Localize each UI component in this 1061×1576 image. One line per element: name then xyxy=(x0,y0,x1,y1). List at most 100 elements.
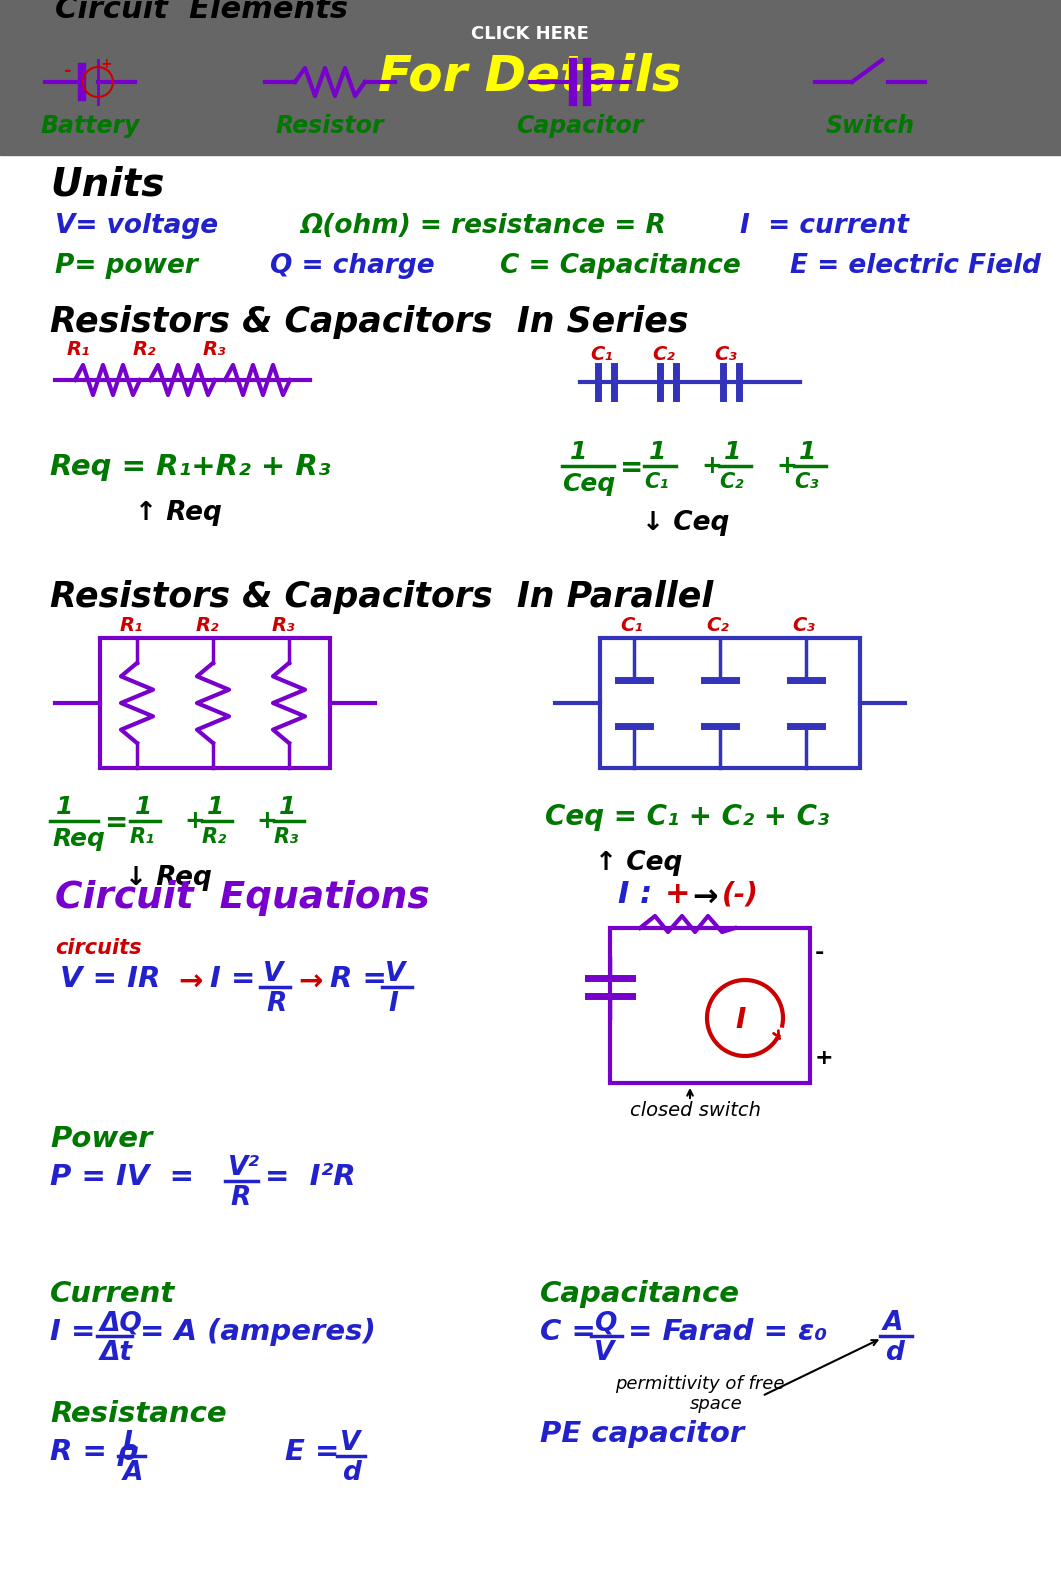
Text: Ω(ohm) = resistance = R: Ω(ohm) = resistance = R xyxy=(300,213,665,240)
Text: 1: 1 xyxy=(649,440,666,463)
Text: Resistor: Resistor xyxy=(276,113,384,139)
Text: R =: R = xyxy=(330,965,387,993)
Text: +: + xyxy=(184,808,205,834)
Text: I =: I = xyxy=(210,965,256,993)
Text: closed switch: closed switch xyxy=(630,1102,761,1121)
Text: = Farad = ε₀: = Farad = ε₀ xyxy=(628,1318,828,1346)
Text: For Details: For Details xyxy=(378,52,682,99)
Text: →: → xyxy=(692,884,717,913)
Text: CLICK HERE: CLICK HERE xyxy=(471,25,589,43)
Text: +: + xyxy=(815,1048,834,1069)
Text: Power: Power xyxy=(50,1125,153,1154)
Text: -: - xyxy=(815,942,824,963)
Text: I :: I : xyxy=(618,879,653,909)
Text: Ceq = C₁ + C₂ + C₃: Ceq = C₁ + C₂ + C₃ xyxy=(545,804,829,831)
Text: V: V xyxy=(263,961,283,987)
Text: Circuit  Equations: Circuit Equations xyxy=(55,879,430,916)
Text: Q = charge: Q = charge xyxy=(269,254,435,279)
Text: Current: Current xyxy=(50,1280,175,1308)
Text: P= power: P= power xyxy=(55,254,197,279)
Text: +: + xyxy=(256,808,277,834)
Text: 1: 1 xyxy=(570,440,588,463)
Text: +: + xyxy=(701,454,721,478)
Text: C₃: C₃ xyxy=(792,616,815,635)
Text: Req = R₁+R₂ + R₃: Req = R₁+R₂ + R₃ xyxy=(50,452,330,481)
Text: C₁: C₁ xyxy=(644,471,668,492)
Text: permittivity of free: permittivity of free xyxy=(615,1374,784,1393)
Text: V: V xyxy=(594,1340,614,1366)
Text: C₂: C₂ xyxy=(653,345,675,364)
Text: R = ρ: R = ρ xyxy=(50,1437,138,1466)
Text: R₃: R₃ xyxy=(203,340,226,359)
Text: Units: Units xyxy=(50,165,164,203)
Text: Capacitor: Capacitor xyxy=(517,113,644,139)
Text: R₁: R₁ xyxy=(131,827,155,846)
Text: ↓ Ceq: ↓ Ceq xyxy=(642,511,729,536)
Text: Q: Q xyxy=(594,1310,616,1336)
Text: V: V xyxy=(340,1429,361,1456)
Text: I: I xyxy=(735,1005,746,1034)
Text: V²: V² xyxy=(228,1155,260,1180)
Text: C =: C = xyxy=(540,1318,596,1346)
Text: R: R xyxy=(266,991,286,1017)
Text: C₃: C₃ xyxy=(714,345,736,364)
Text: d: d xyxy=(342,1459,361,1486)
Text: =  I²R: = I²R xyxy=(265,1163,355,1191)
Text: A: A xyxy=(883,1310,903,1336)
Text: C₁: C₁ xyxy=(590,345,613,364)
Text: circuits: circuits xyxy=(55,938,141,958)
Text: R₃: R₃ xyxy=(272,616,296,635)
Text: Resistors & Capacitors  In Series: Resistors & Capacitors In Series xyxy=(50,306,689,339)
Text: I: I xyxy=(388,991,398,1017)
Text: Switch: Switch xyxy=(825,113,915,139)
Text: Capacitance: Capacitance xyxy=(540,1280,740,1308)
Text: V: V xyxy=(385,961,405,987)
Text: +: + xyxy=(776,454,797,478)
Text: space: space xyxy=(690,1395,743,1414)
Text: R₂: R₂ xyxy=(202,827,227,846)
Bar xyxy=(601,638,860,768)
Text: d: d xyxy=(885,1340,904,1366)
Text: 1: 1 xyxy=(207,794,224,820)
Text: A: A xyxy=(123,1459,143,1486)
Text: R₃: R₃ xyxy=(274,827,299,846)
Text: (-): (-) xyxy=(721,879,759,908)
Text: 1: 1 xyxy=(799,440,816,463)
Text: =: = xyxy=(620,454,643,482)
Text: ↓ Req: ↓ Req xyxy=(125,865,212,890)
Text: C = Capacitance: C = Capacitance xyxy=(500,254,741,279)
Text: C₂: C₂ xyxy=(706,616,729,635)
Text: PE capacitor: PE capacitor xyxy=(540,1420,744,1448)
Text: E =: E = xyxy=(285,1437,340,1466)
Text: Battery: Battery xyxy=(40,113,140,139)
Bar xyxy=(610,928,810,1083)
Text: ↑ Ceq: ↑ Ceq xyxy=(595,849,682,876)
Text: =: = xyxy=(105,808,128,837)
Text: Resistors & Capacitors  In Parallel: Resistors & Capacitors In Parallel xyxy=(50,580,713,615)
Text: C₃: C₃ xyxy=(794,471,818,492)
Text: +: + xyxy=(100,57,111,71)
Text: Ceq: Ceq xyxy=(562,471,615,496)
Text: C₂: C₂ xyxy=(719,471,744,492)
Text: I =: I = xyxy=(50,1318,95,1346)
Text: R₂: R₂ xyxy=(133,340,157,359)
Text: = A (amperes): = A (amperes) xyxy=(140,1318,376,1346)
Text: Req: Req xyxy=(52,827,105,851)
Text: C₁: C₁ xyxy=(620,616,643,635)
Text: -: - xyxy=(64,61,71,80)
Text: R₁: R₁ xyxy=(67,340,90,359)
Text: E = electric Field: E = electric Field xyxy=(790,254,1041,279)
Bar xyxy=(0,0,1061,154)
Text: Circuit  Elements: Circuit Elements xyxy=(55,0,348,24)
Text: ΔQ: ΔQ xyxy=(100,1310,143,1336)
Text: L: L xyxy=(122,1429,139,1456)
Text: V = IR: V = IR xyxy=(60,965,160,993)
Text: V= voltage: V= voltage xyxy=(55,213,219,240)
Text: Δt: Δt xyxy=(100,1340,133,1366)
Text: +: + xyxy=(665,879,691,909)
Text: R₁: R₁ xyxy=(120,616,143,635)
Text: R: R xyxy=(230,1185,250,1210)
Text: 1: 1 xyxy=(135,794,153,820)
Text: R₂: R₂ xyxy=(196,616,220,635)
Text: 1: 1 xyxy=(279,794,296,820)
